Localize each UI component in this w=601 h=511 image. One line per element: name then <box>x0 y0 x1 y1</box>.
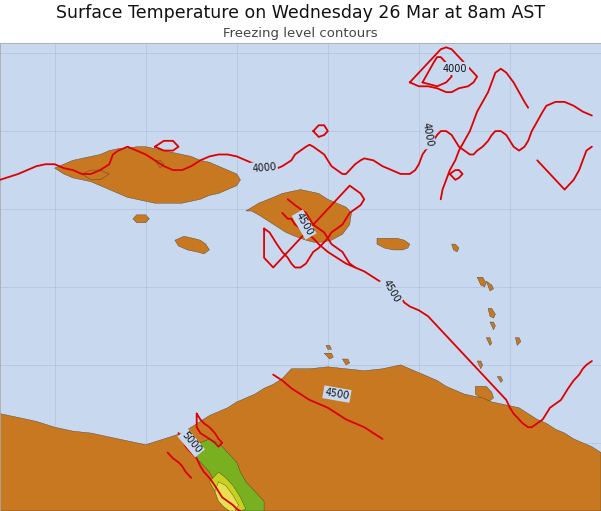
Text: 4000: 4000 <box>251 162 276 174</box>
Text: 4500: 4500 <box>381 277 402 304</box>
Polygon shape <box>0 365 601 511</box>
Polygon shape <box>55 147 240 203</box>
Text: 4000: 4000 <box>443 64 468 74</box>
Polygon shape <box>133 215 149 223</box>
Text: 5000: 5000 <box>180 430 203 455</box>
Text: Surface Temperature on Wednesday 26 Mar at 8am AST: Surface Temperature on Wednesday 26 Mar … <box>56 4 545 22</box>
Text: Freezing level contours: Freezing level contours <box>223 28 378 40</box>
Polygon shape <box>452 244 459 252</box>
Text: 4500: 4500 <box>294 212 315 238</box>
Polygon shape <box>488 309 495 318</box>
Polygon shape <box>497 377 502 382</box>
Polygon shape <box>377 238 410 250</box>
Polygon shape <box>477 277 486 287</box>
Polygon shape <box>82 170 109 180</box>
Polygon shape <box>475 386 493 402</box>
Polygon shape <box>155 160 164 168</box>
Polygon shape <box>326 345 332 350</box>
Polygon shape <box>477 361 483 369</box>
Polygon shape <box>209 472 246 511</box>
Text: 4000: 4000 <box>421 122 435 148</box>
Text: 4500: 4500 <box>324 387 350 401</box>
Polygon shape <box>490 322 495 330</box>
Polygon shape <box>175 236 209 254</box>
Polygon shape <box>486 281 493 291</box>
Polygon shape <box>246 190 352 242</box>
Polygon shape <box>215 482 239 511</box>
Polygon shape <box>324 353 334 359</box>
Polygon shape <box>486 338 492 345</box>
Polygon shape <box>343 359 350 365</box>
Polygon shape <box>191 439 264 511</box>
Polygon shape <box>516 338 521 345</box>
